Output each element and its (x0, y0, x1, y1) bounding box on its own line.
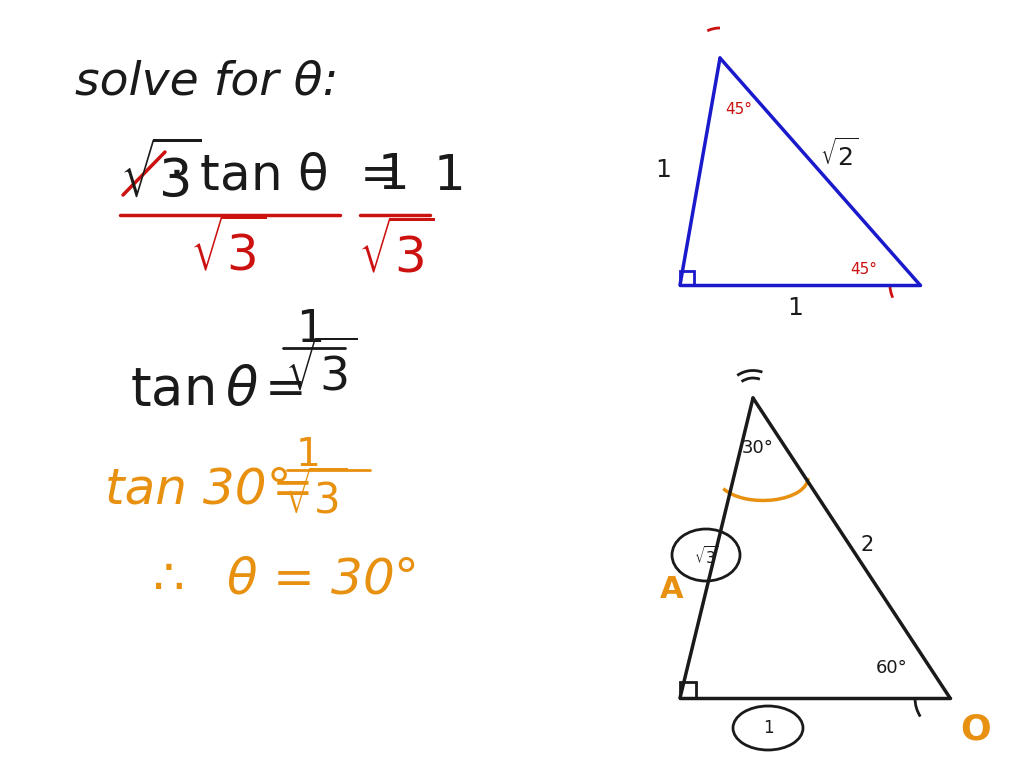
Text: $\therefore$  θ = 30°: $\therefore$ θ = 30° (143, 556, 416, 604)
Text: $\cdot$ tan θ  =  1: $\cdot$ tan θ = 1 (168, 151, 463, 199)
Text: A: A (660, 575, 684, 604)
Text: solve for θ:: solve for θ: (75, 59, 338, 104)
Text: $\sqrt{3}$: $\sqrt{3}$ (190, 220, 267, 280)
Text: $\sqrt{3}$: $\sqrt{3}$ (358, 221, 435, 283)
Text: 1: 1 (296, 309, 325, 352)
Text: $\tan\theta$: $\tan\theta$ (130, 364, 258, 416)
Text: 45°: 45° (725, 102, 752, 118)
Text: $\sqrt{3}$: $\sqrt{3}$ (693, 545, 719, 567)
Text: O: O (961, 713, 991, 747)
Text: =: = (272, 466, 313, 514)
Text: 1: 1 (787, 296, 803, 320)
Text: $\sqrt{3}$: $\sqrt{3}$ (120, 143, 201, 207)
Text: 2: 2 (860, 535, 873, 555)
Text: tan 30°: tan 30° (105, 466, 292, 514)
Text: 1: 1 (378, 151, 410, 199)
Text: 60°: 60° (876, 659, 907, 677)
Text: 1: 1 (296, 436, 321, 474)
Text: $\sqrt{3}$: $\sqrt{3}$ (283, 471, 347, 523)
Text: 30°: 30° (742, 439, 774, 457)
Text: 45°: 45° (850, 263, 877, 277)
Text: $\sqrt{2}$: $\sqrt{2}$ (820, 139, 859, 171)
Text: =: = (265, 366, 307, 414)
Text: 1: 1 (763, 719, 773, 737)
Text: 1: 1 (655, 158, 671, 182)
Text: $\sqrt{3}$: $\sqrt{3}$ (285, 343, 358, 402)
